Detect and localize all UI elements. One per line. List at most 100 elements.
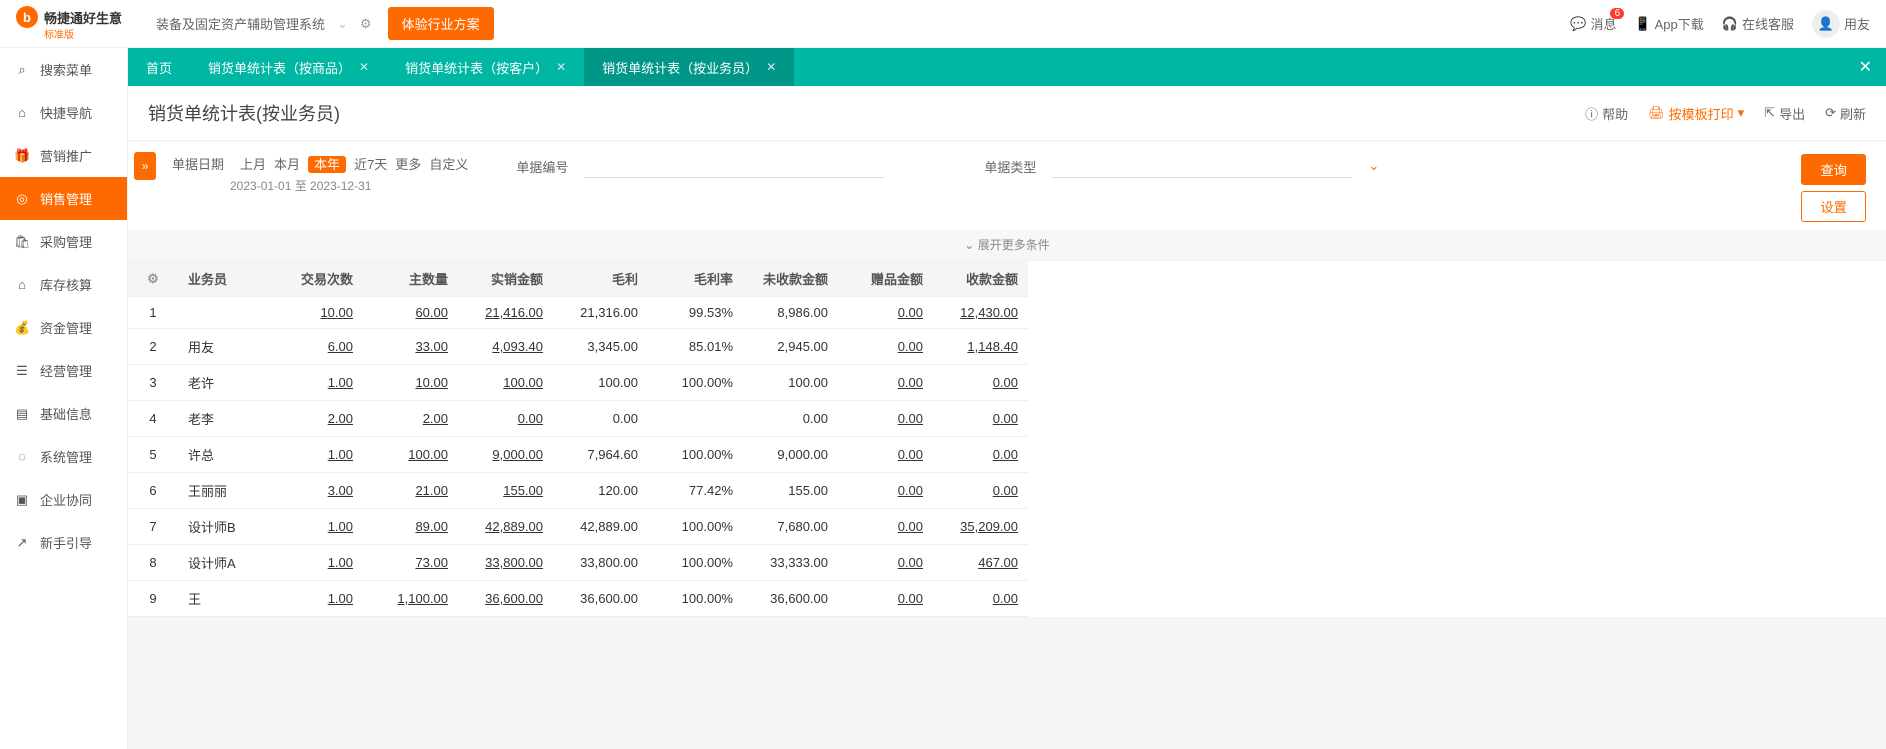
cell-link[interactable]: 9,000.00: [492, 447, 543, 462]
support-button[interactable]: 🎧 在线客服: [1722, 14, 1794, 33]
column-header[interactable]: 赠品金额: [838, 261, 933, 297]
sidebar-item[interactable]: ⌕搜索菜单: [0, 48, 127, 91]
cell-link[interactable]: 0.00: [898, 483, 923, 498]
tab[interactable]: 首页: [128, 48, 190, 86]
cell-link[interactable]: 100.00: [503, 375, 543, 390]
cell-link[interactable]: 33.00: [415, 339, 448, 354]
cell-link[interactable]: 35,209.00: [960, 519, 1018, 534]
type-input[interactable]: [1052, 154, 1352, 178]
cell-link[interactable]: 0.00: [518, 411, 543, 426]
user-menu[interactable]: 👤 用友: [1812, 10, 1870, 38]
sidebar-item[interactable]: 🛍采购管理: [0, 220, 127, 263]
cell-link[interactable]: 60.00: [415, 305, 448, 320]
cell-link[interactable]: 3.00: [328, 483, 353, 498]
column-header[interactable]: 毛利: [553, 261, 648, 297]
refresh-button[interactable]: ⟳刷新: [1825, 104, 1866, 123]
table-row[interactable]: 9王1.001,100.0036,600.0036,600.00100.00%3…: [128, 581, 1028, 617]
cell-link[interactable]: 1.00: [328, 555, 353, 570]
cell-link[interactable]: 89.00: [415, 519, 448, 534]
column-header[interactable]: 交易次数: [268, 261, 363, 297]
cell-link[interactable]: 100.00: [408, 447, 448, 462]
cell-link[interactable]: 0.00: [898, 411, 923, 426]
trial-button[interactable]: 体验行业方案: [388, 7, 494, 40]
sidebar-item[interactable]: 💰资金管理: [0, 306, 127, 349]
cell-link[interactable]: 1.00: [328, 375, 353, 390]
close-icon[interactable]: ✕: [766, 60, 776, 74]
cell-link[interactable]: 2.00: [423, 411, 448, 426]
system-selector[interactable]: 装备及固定资产辅助管理系统 ⌄: [156, 14, 360, 33]
column-header[interactable]: 实销金额: [458, 261, 553, 297]
settings-button[interactable]: 设置: [1801, 191, 1866, 222]
cell-link[interactable]: 33,800.00: [485, 555, 543, 570]
column-header[interactable]: 收款金额: [933, 261, 1028, 297]
sidebar-item[interactable]: ◌系统管理: [0, 435, 127, 478]
cell-link[interactable]: 10.00: [320, 305, 353, 320]
table-row[interactable]: 5许总1.00100.009,000.007,964.60100.00%9,00…: [128, 437, 1028, 473]
sidebar-item[interactable]: ↗新手引导: [0, 521, 127, 564]
date-range-pill[interactable]: 本月: [274, 157, 300, 172]
cell-link[interactable]: 0.00: [898, 375, 923, 390]
date-range-pill[interactable]: 上月: [240, 157, 266, 172]
cell-link[interactable]: 0.00: [993, 375, 1018, 390]
date-range-pill[interactable]: 近7天: [354, 157, 387, 172]
cell-link[interactable]: 73.00: [415, 555, 448, 570]
cell-link[interactable]: 0.00: [993, 483, 1018, 498]
cell-link[interactable]: 21.00: [415, 483, 448, 498]
cell-link[interactable]: 36,600.00: [485, 591, 543, 606]
cell-link[interactable]: 10.00: [415, 375, 448, 390]
cell-link[interactable]: 2.00: [328, 411, 353, 426]
table-row[interactable]: 2用友6.0033.004,093.403,345.0085.01%2,945.…: [128, 329, 1028, 365]
cell-link[interactable]: 1,100.00: [397, 591, 448, 606]
cell-link[interactable]: 0.00: [993, 591, 1018, 606]
cell-link[interactable]: 0.00: [898, 519, 923, 534]
print-button[interactable]: 🖨按模板打印 ▾: [1648, 104, 1744, 123]
close-icon[interactable]: ✕: [359, 60, 369, 74]
sidebar-item[interactable]: ☰经营管理: [0, 349, 127, 392]
messages-button[interactable]: 💬 消息 6: [1570, 14, 1616, 33]
date-range-pill[interactable]: 自定义: [429, 157, 468, 172]
cell-link[interactable]: 467.00: [978, 555, 1018, 570]
sidebar-item[interactable]: ⌂库存核算: [0, 263, 127, 306]
sidebar-item[interactable]: ◎销售管理: [0, 177, 127, 220]
date-range-pill[interactable]: 本年: [308, 156, 346, 173]
code-input[interactable]: [584, 154, 884, 178]
tab[interactable]: 销货单统计表（按客户）✕: [387, 48, 584, 86]
column-header[interactable]: 毛利率: [648, 261, 743, 297]
expand-filters-button[interactable]: ⌄ 展开更多条件: [128, 230, 1886, 259]
cell-link[interactable]: 0.00: [993, 411, 1018, 426]
cell-link[interactable]: 1.00: [328, 519, 353, 534]
settings-icon[interactable]: ⚙: [360, 16, 372, 32]
cell-link[interactable]: 4,093.40: [492, 339, 543, 354]
table-row[interactable]: 8设计师A1.0073.0033,800.0033,800.00100.00%3…: [128, 545, 1028, 581]
export-button[interactable]: ⇱导出: [1764, 104, 1805, 123]
query-button[interactable]: 查询: [1801, 154, 1866, 185]
app-download-button[interactable]: 📱 App下载: [1634, 14, 1703, 33]
column-header[interactable]: 主数量: [363, 261, 458, 297]
cell-link[interactable]: 1.00: [328, 591, 353, 606]
sidebar-item[interactable]: 🎁营销推广: [0, 134, 127, 177]
sidebar-item[interactable]: ⌂快捷导航: [0, 91, 127, 134]
sidebar-item[interactable]: ▤基础信息: [0, 392, 127, 435]
close-all-tabs-icon[interactable]: ✕: [1845, 57, 1886, 77]
tab[interactable]: 销货单统计表（按业务员）✕: [584, 48, 794, 86]
cell-link[interactable]: 0.00: [993, 447, 1018, 462]
help-button[interactable]: ⓘ帮助: [1585, 104, 1628, 123]
cell-link[interactable]: 155.00: [503, 483, 543, 498]
cell-link[interactable]: 0.00: [898, 447, 923, 462]
cell-link[interactable]: 0.00: [898, 305, 923, 320]
table-row[interactable]: 7设计师B1.0089.0042,889.0042,889.00100.00%7…: [128, 509, 1028, 545]
cell-link[interactable]: 0.00: [898, 591, 923, 606]
cell-link[interactable]: 6.00: [328, 339, 353, 354]
chevron-down-icon[interactable]: ⌄: [1368, 158, 1379, 174]
tab[interactable]: 销货单统计表（按商品）✕: [190, 48, 387, 86]
cell-link[interactable]: 0.00: [898, 339, 923, 354]
close-icon[interactable]: ✕: [556, 60, 566, 74]
column-header[interactable]: 业务员: [178, 261, 268, 297]
table-row[interactable]: 6王丽丽3.0021.00155.00120.0077.42%155.000.0…: [128, 473, 1028, 509]
table-row[interactable]: 3老许1.0010.00100.00100.00100.00%100.000.0…: [128, 365, 1028, 401]
cell-link[interactable]: 0.00: [898, 555, 923, 570]
table-settings-icon[interactable]: ⚙: [128, 261, 178, 297]
cell-link[interactable]: 42,889.00: [485, 519, 543, 534]
cell-link[interactable]: 21,416.00: [485, 305, 543, 320]
column-header[interactable]: 未收款金额: [743, 261, 838, 297]
